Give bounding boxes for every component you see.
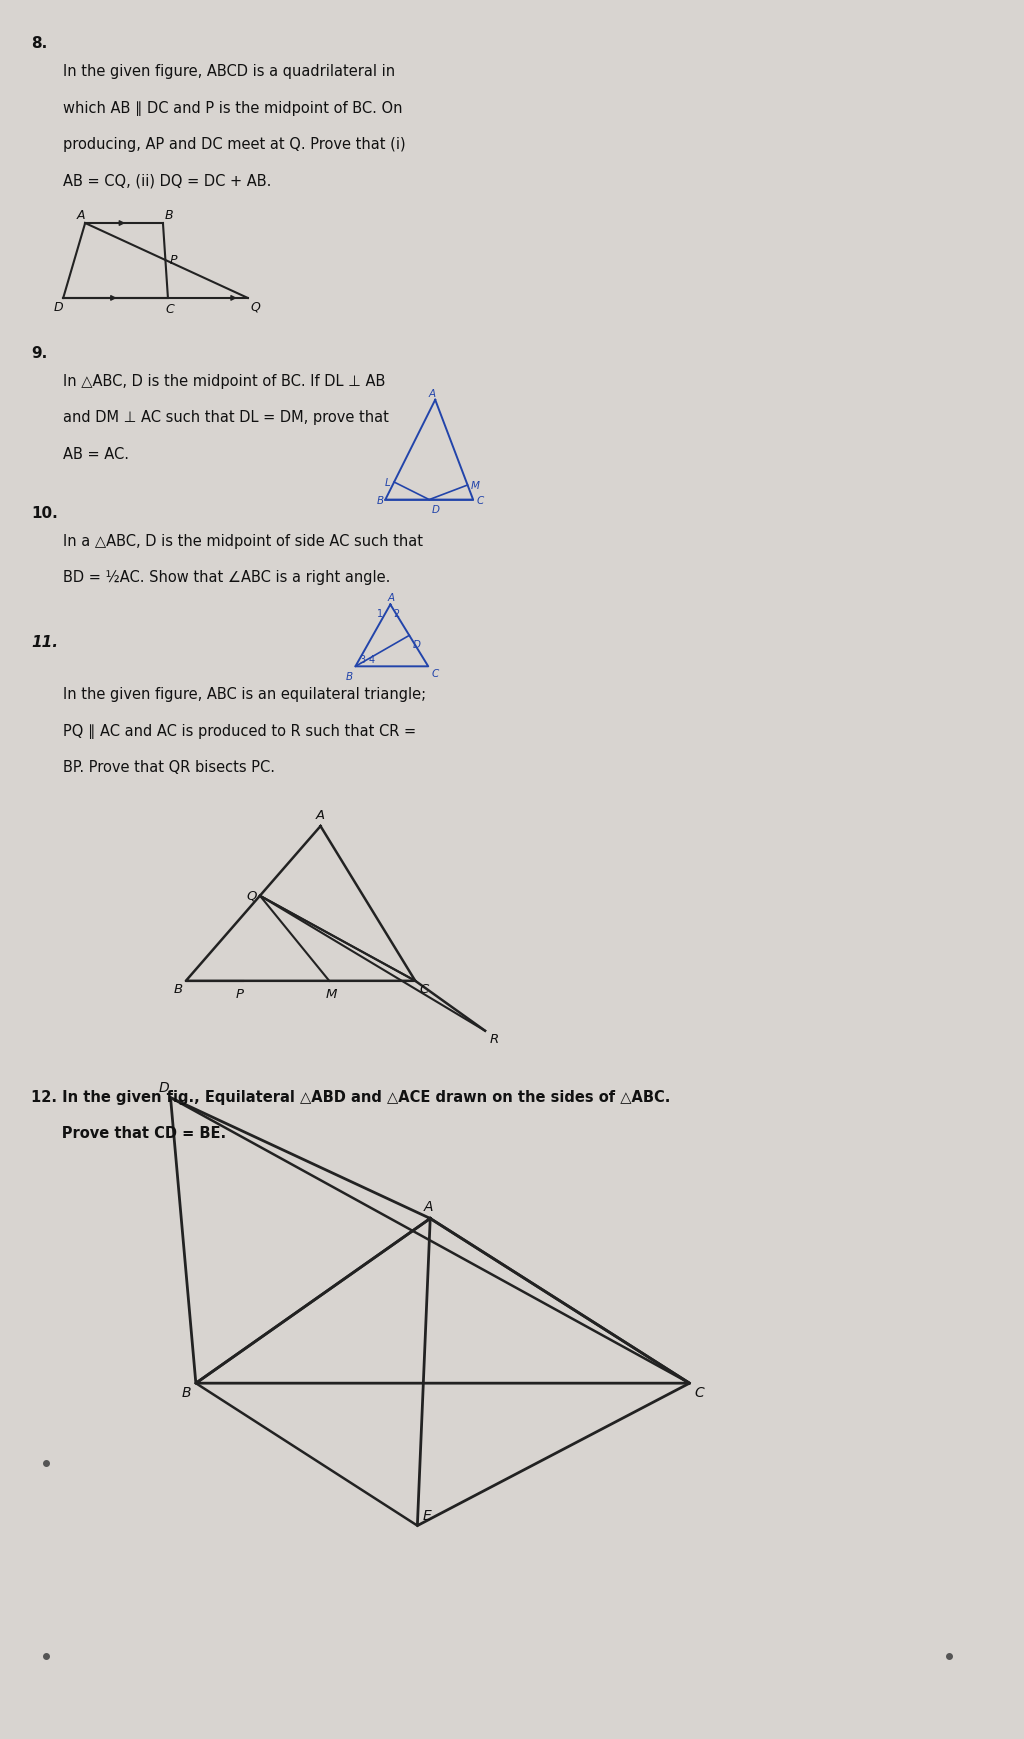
Text: D: D: [53, 301, 62, 313]
Text: D: D: [431, 504, 439, 515]
Text: A: A: [424, 1200, 433, 1214]
Text: 3: 3: [359, 656, 366, 664]
Text: 12. In the given fig., Equilateral △ABD and △ACE drawn on the sides of △ABC.: 12. In the given fig., Equilateral △ABD …: [32, 1089, 671, 1104]
Text: 1: 1: [378, 609, 384, 619]
Text: E: E: [422, 1508, 431, 1522]
Text: P: P: [169, 254, 177, 266]
Text: In the given figure, ABC is an equilateral triangle;: In the given figure, ABC is an equilater…: [63, 687, 426, 703]
Text: B: B: [345, 671, 352, 682]
Text: D: D: [413, 640, 420, 650]
Text: B: B: [165, 209, 174, 223]
Text: A: A: [429, 388, 436, 398]
Text: M: M: [471, 480, 479, 490]
Text: A: A: [316, 809, 325, 821]
Text: Q: Q: [251, 301, 260, 313]
Text: M: M: [326, 988, 337, 1000]
Text: 4: 4: [369, 656, 375, 664]
Text: In the given figure, ABCD is a quadrilateral in: In the given figure, ABCD is a quadrilat…: [63, 64, 395, 80]
Text: P: P: [236, 988, 244, 1000]
Text: Prove that CD = BE.: Prove that CD = BE.: [32, 1125, 226, 1141]
Text: C: C: [431, 670, 438, 678]
Text: A: A: [387, 593, 394, 603]
Text: 9.: 9.: [32, 346, 47, 360]
Text: Q: Q: [246, 889, 256, 903]
Text: C: C: [694, 1386, 705, 1400]
Text: R: R: [490, 1033, 500, 1045]
Text: D: D: [159, 1080, 169, 1094]
Text: C: C: [419, 983, 428, 995]
Text: AB = AC.: AB = AC.: [63, 447, 129, 461]
Text: C: C: [476, 496, 483, 506]
Text: BD = ½AC. Show that ∠ABC is a right angle.: BD = ½AC. Show that ∠ABC is a right angl…: [63, 570, 390, 584]
Text: B: B: [182, 1386, 191, 1400]
Text: 11.: 11.: [32, 635, 58, 650]
Text: In △ABC, D is the midpoint of BC. If DL ⊥ AB: In △ABC, D is the midpoint of BC. If DL …: [63, 374, 386, 388]
Text: C: C: [166, 303, 175, 316]
Text: In a △ABC, D is the midpoint of side AC such that: In a △ABC, D is the midpoint of side AC …: [63, 534, 423, 548]
Text: PQ ∥ AC and AC is produced to R such that CR =: PQ ∥ AC and AC is produced to R such tha…: [63, 723, 417, 739]
Text: which AB ∥ DC and P is the midpoint of BC. On: which AB ∥ DC and P is the midpoint of B…: [63, 101, 402, 117]
Text: B: B: [174, 983, 183, 995]
Text: BP. Prove that QR bisects PC.: BP. Prove that QR bisects PC.: [63, 760, 275, 776]
Text: and DM ⊥ AC such that DL = DM, prove that: and DM ⊥ AC such that DL = DM, prove tha…: [63, 410, 389, 424]
Text: 8.: 8.: [32, 37, 47, 52]
Text: B: B: [377, 496, 384, 506]
Text: AB = CQ, (ii) DQ = DC + AB.: AB = CQ, (ii) DQ = DC + AB.: [63, 174, 271, 188]
Text: producing, AP and DC meet at Q. Prove that (i): producing, AP and DC meet at Q. Prove th…: [63, 137, 406, 151]
Text: A: A: [76, 209, 85, 223]
Text: 2: 2: [393, 609, 399, 619]
Text: 10.: 10.: [32, 506, 58, 520]
Text: L: L: [385, 478, 391, 487]
